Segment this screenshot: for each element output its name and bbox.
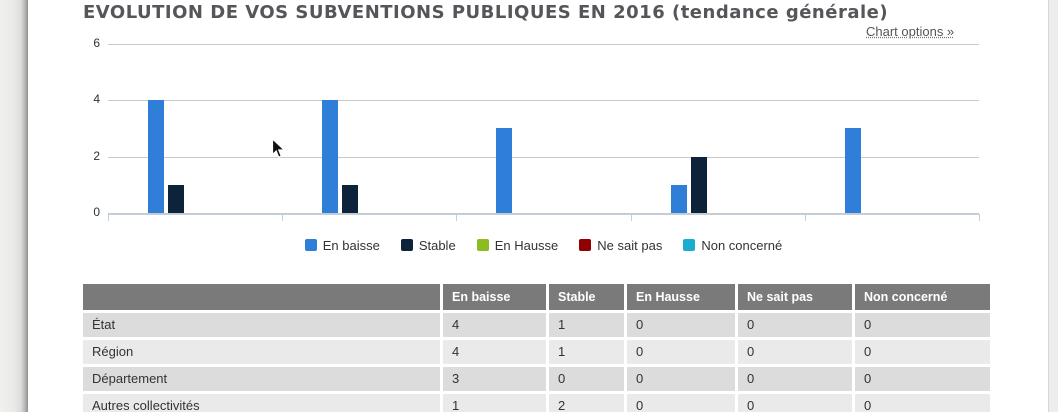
legend-label: Non concerné	[701, 237, 783, 253]
column-bar-stable[interactable]	[342, 185, 358, 213]
column-bar-stable[interactable]	[168, 185, 184, 213]
table-header-cell	[83, 284, 440, 310]
x-axis-tick	[631, 214, 632, 221]
table-cell: 0	[549, 367, 624, 391]
table-cell: 3	[443, 367, 546, 391]
table-cell: 0	[855, 367, 990, 391]
column-bar-en-baisse[interactable]	[322, 100, 338, 213]
y-gridline	[108, 213, 979, 214]
table-header-cell: En Hausse	[627, 284, 735, 310]
x-axis-tick	[805, 214, 806, 221]
legend-item[interactable]: En baisse	[304, 237, 380, 253]
table-cell: 1	[549, 313, 624, 337]
right-gutter	[1048, 0, 1058, 412]
table-header-cell: Ne sait pas	[738, 284, 852, 310]
table-row-label: Autres collectivités	[83, 394, 440, 412]
x-axis-tick	[456, 214, 457, 221]
table-cell: 0	[738, 313, 852, 337]
table-cell: 0	[627, 340, 735, 364]
y-axis-label: 4	[93, 92, 100, 106]
table-cell: 0	[855, 340, 990, 364]
mouse-cursor	[271, 138, 286, 158]
table-cell: 0	[738, 340, 852, 364]
left-gutter	[0, 0, 28, 412]
content-page: EVOLUTION DE VOS SUBVENTIONS PUBLIQUES E…	[28, 0, 1048, 412]
table-header-cell: Non concerné	[855, 284, 990, 310]
table-row-label: État	[83, 313, 440, 337]
x-axis-tick	[108, 214, 109, 221]
legend-label: Stable	[418, 237, 456, 253]
y-axis-label: 6	[93, 36, 100, 50]
column-bar-en-baisse[interactable]	[148, 100, 164, 213]
legend-label: En baisse	[322, 237, 380, 253]
legend-label: Ne sait pas	[597, 237, 663, 253]
legend-swatch-icon	[400, 239, 413, 251]
legend-swatch-icon	[579, 239, 592, 251]
chart-legend: En baisse Stable En Hausse Ne sait pas Non c…	[108, 236, 979, 254]
table-cell: 0	[855, 394, 990, 412]
y-gridline	[108, 157, 979, 158]
table-cell: 0	[738, 367, 852, 391]
legend-item[interactable]: En Hausse	[476, 237, 559, 253]
data-table: En baisse Stable En Hausse Ne sait pas Non c…	[83, 284, 990, 412]
table-cell: 0	[627, 367, 735, 391]
column-bar-en-baisse[interactable]	[496, 128, 512, 213]
table-row: Département 3 0 0 0 0	[83, 367, 990, 391]
table-row: Autres collectivités 1 2 0 0 0	[83, 394, 990, 412]
x-axis-line	[108, 214, 980, 215]
page-title: EVOLUTION DE VOS SUBVENTIONS PUBLIQUES E…	[83, 2, 889, 23]
legend-swatch-icon	[476, 239, 489, 251]
chart-options-link[interactable]: Chart options »	[866, 24, 955, 39]
column-bar-en-baisse[interactable]	[671, 185, 687, 213]
table-cell: 2	[549, 394, 624, 412]
legend-label: En Hausse	[494, 237, 559, 253]
table-row-label: Région	[83, 340, 440, 364]
table-cell: 0	[738, 394, 852, 412]
table-header-cell: Stable	[549, 284, 624, 310]
table-cell: 4	[443, 340, 546, 364]
table-cell: 4	[443, 313, 546, 337]
x-axis-tick	[979, 214, 980, 221]
y-axis-label: 2	[93, 149, 100, 163]
table-row-label: Département	[83, 367, 440, 391]
table-cell: 0	[627, 394, 735, 412]
y-axis-label: 0	[93, 205, 100, 219]
table-cell: 1	[443, 394, 546, 412]
column-bar-stable[interactable]	[691, 157, 707, 213]
table-header-cell: En baisse	[443, 284, 546, 310]
y-gridline	[108, 44, 979, 45]
legend-swatch-icon	[683, 239, 696, 251]
y-gridline	[108, 100, 979, 101]
table-header-row: En baisse Stable En Hausse Ne sait pas Non c…	[83, 284, 990, 310]
subventions-chart: 0 2 4 6	[28, 0, 1048, 236]
x-axis-tick	[282, 214, 283, 221]
table-cell: 0	[627, 313, 735, 337]
table-row: Région 4 1 0 0 0	[83, 340, 990, 364]
legend-item[interactable]: Stable	[400, 237, 456, 253]
legend-swatch-icon	[304, 239, 317, 251]
column-bar-en-baisse[interactable]	[845, 128, 861, 213]
legend-item[interactable]: Ne sait pas	[579, 238, 662, 253]
legend-item[interactable]: Non concerné	[683, 238, 782, 253]
table-cell: 0	[855, 313, 990, 337]
table-row: État 4 1 0 0 0	[83, 313, 990, 337]
table-cell: 1	[549, 340, 624, 364]
